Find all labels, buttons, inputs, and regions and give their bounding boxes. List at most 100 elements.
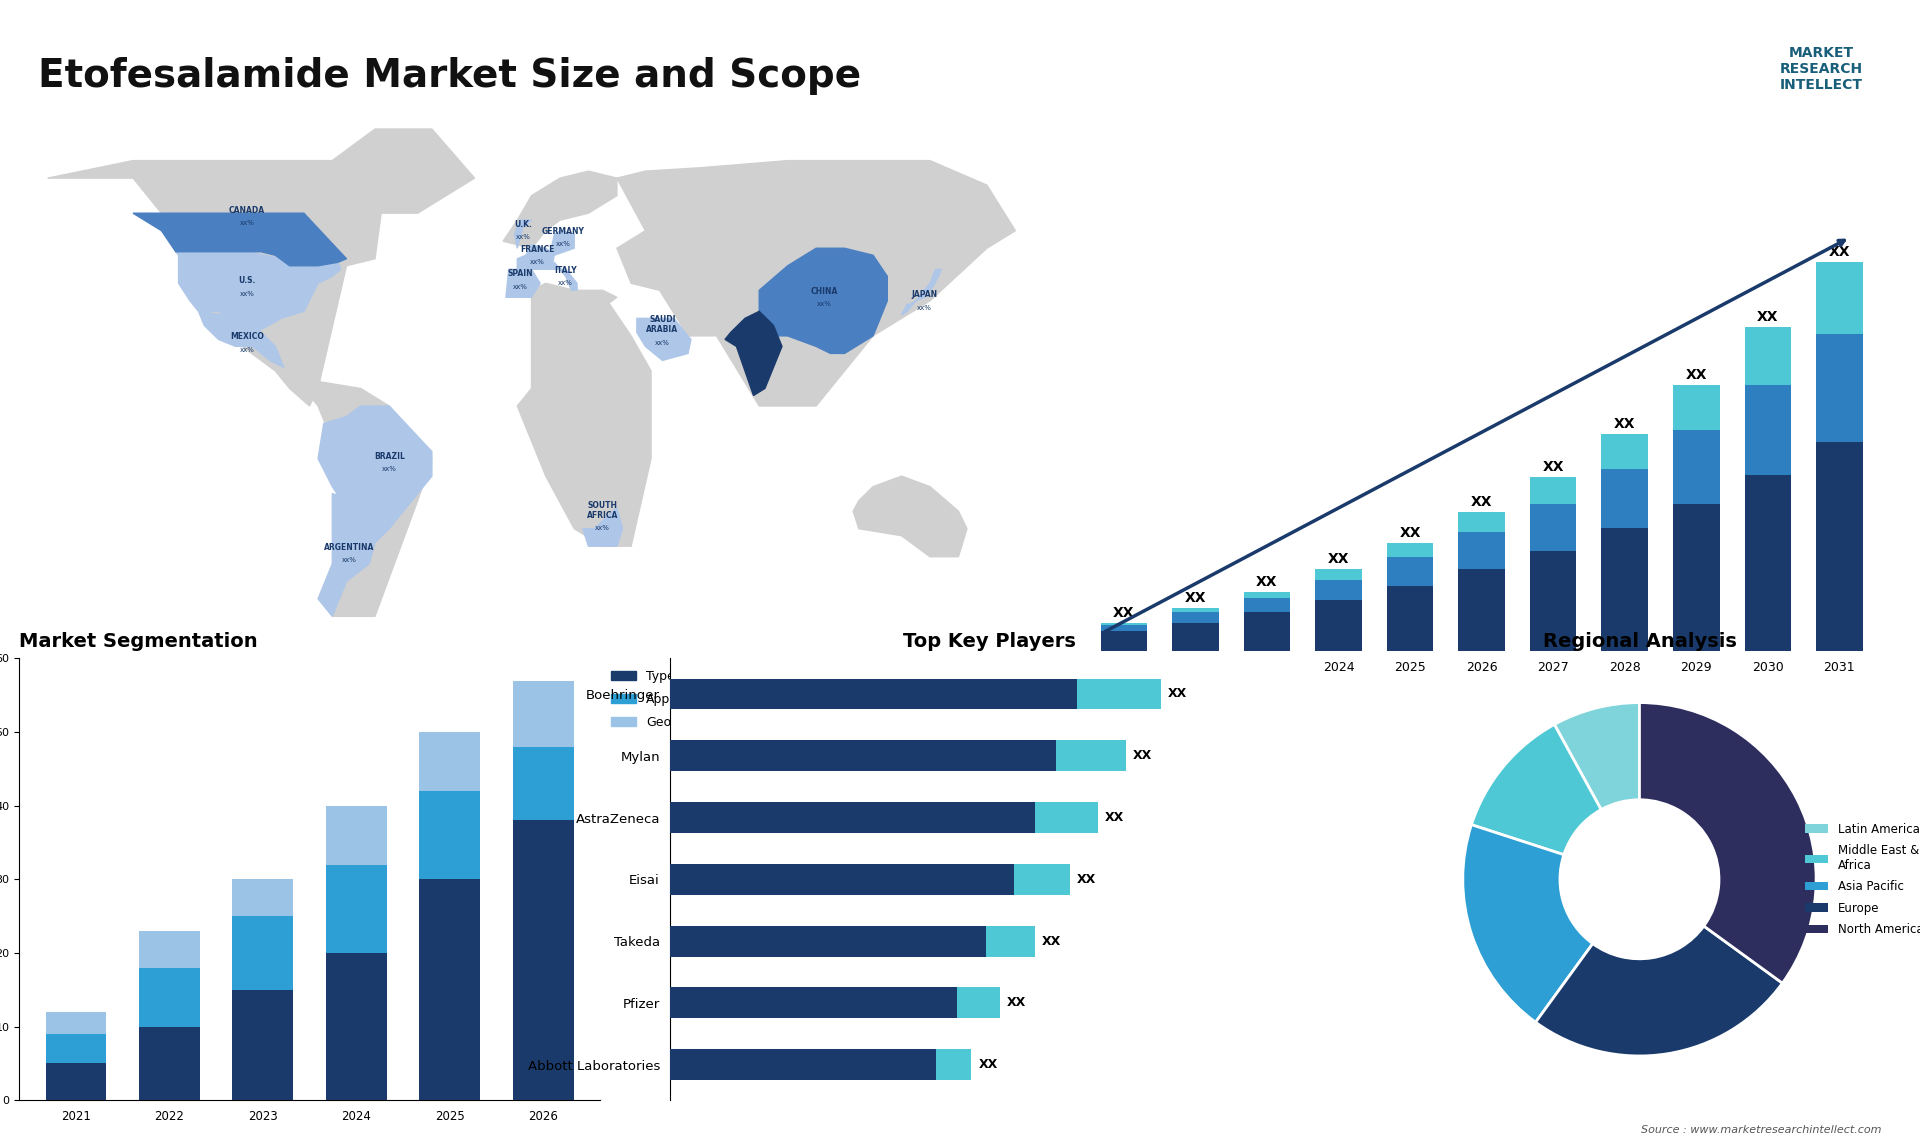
Text: xx%: xx%	[240, 291, 253, 297]
Text: XX: XX	[1006, 996, 1025, 1010]
Text: SPAIN: SPAIN	[507, 269, 534, 278]
Text: XX: XX	[1471, 495, 1492, 509]
Bar	[1745, 328, 1791, 385]
Text: U.S.: U.S.	[238, 276, 255, 285]
Text: XX: XX	[1329, 552, 1350, 566]
Bar	[513, 821, 574, 1100]
Text: XX: XX	[1185, 591, 1206, 605]
Bar	[1386, 543, 1434, 557]
Bar	[1315, 580, 1361, 601]
Text: FRANCE: FRANCE	[520, 245, 555, 253]
Bar	[1672, 385, 1720, 430]
Bar	[232, 879, 294, 916]
Text: Source : www.marketresearchintellect.com: Source : www.marketresearchintellect.com	[1642, 1124, 1882, 1135]
Text: xx%: xx%	[655, 339, 670, 346]
Bar	[326, 806, 386, 864]
Text: SAUDI
ARABIA: SAUDI ARABIA	[647, 315, 678, 335]
Text: XX: XX	[1256, 575, 1277, 589]
Text: XX: XX	[1133, 749, 1152, 762]
Polygon shape	[616, 160, 1016, 406]
Text: CHINA: CHINA	[810, 286, 839, 296]
Text: XX: XX	[1828, 245, 1851, 259]
Text: XX: XX	[1542, 460, 1565, 474]
Bar	[1244, 592, 1290, 598]
Text: XX: XX	[1686, 368, 1707, 382]
Polygon shape	[758, 249, 887, 353]
Title: Top Key Players: Top Key Players	[902, 633, 1075, 651]
Bar	[232, 916, 294, 990]
Bar	[937, 1050, 972, 1080]
Bar	[419, 732, 480, 791]
Bar	[1100, 625, 1146, 631]
Text: CANADA: CANADA	[228, 206, 265, 215]
Text: xx%: xx%	[918, 305, 931, 311]
Text: BRAZIL: BRAZIL	[374, 452, 405, 461]
Bar	[1100, 631, 1146, 651]
Text: MARKET
RESEARCH
INTELLECT: MARKET RESEARCH INTELLECT	[1780, 46, 1862, 92]
Bar	[1171, 622, 1219, 651]
Bar	[1077, 678, 1162, 709]
Polygon shape	[902, 269, 941, 315]
Wedge shape	[1463, 825, 1594, 1022]
Polygon shape	[319, 494, 374, 617]
Polygon shape	[551, 230, 574, 256]
Polygon shape	[516, 283, 616, 312]
Polygon shape	[132, 213, 346, 266]
Bar	[1100, 622, 1146, 625]
Bar	[232, 990, 294, 1100]
Bar	[670, 802, 1035, 833]
Text: xx%: xx%	[555, 242, 570, 248]
Bar	[670, 678, 1077, 709]
Bar	[326, 864, 386, 953]
Text: xx%: xx%	[240, 346, 253, 353]
Bar	[1459, 570, 1505, 651]
Text: XX: XX	[1104, 811, 1123, 824]
Bar	[985, 926, 1035, 957]
Bar	[670, 864, 1014, 895]
Polygon shape	[503, 171, 616, 249]
Bar	[138, 931, 200, 967]
Text: JAPAN: JAPAN	[912, 290, 937, 299]
Text: xx%: xx%	[382, 466, 397, 472]
Bar	[1244, 612, 1290, 651]
Legend: Type, Application, Geography: Type, Application, Geography	[607, 665, 722, 733]
Polygon shape	[726, 312, 781, 395]
Wedge shape	[1471, 724, 1601, 855]
Bar	[1530, 504, 1576, 551]
Polygon shape	[303, 382, 432, 617]
Bar	[1315, 601, 1361, 651]
Polygon shape	[332, 129, 474, 213]
Text: xx%: xx%	[595, 526, 611, 532]
Wedge shape	[1640, 702, 1816, 983]
Text: MEXICO: MEXICO	[230, 332, 263, 342]
Bar	[1601, 528, 1647, 651]
Bar	[1386, 586, 1434, 651]
Bar	[1244, 598, 1290, 612]
Polygon shape	[637, 319, 691, 361]
Polygon shape	[551, 262, 578, 290]
Polygon shape	[584, 508, 622, 547]
Bar	[1816, 442, 1862, 651]
Polygon shape	[852, 476, 968, 557]
Text: xx%: xx%	[818, 301, 831, 307]
Bar	[1672, 504, 1720, 651]
Polygon shape	[505, 269, 540, 297]
Bar	[1816, 262, 1862, 333]
Polygon shape	[48, 160, 384, 406]
Text: xx%: xx%	[559, 280, 572, 286]
Text: XX: XX	[1757, 311, 1778, 324]
Bar	[1459, 533, 1505, 570]
Text: GERMANY: GERMANY	[541, 227, 584, 236]
Bar	[1386, 557, 1434, 586]
Wedge shape	[1536, 926, 1782, 1055]
Text: XX: XX	[1043, 935, 1062, 948]
Text: U.K.: U.K.	[515, 220, 532, 229]
Text: XX: XX	[1114, 605, 1135, 620]
Bar	[46, 1034, 106, 1063]
Bar	[670, 740, 1056, 771]
Text: XX: XX	[1077, 873, 1096, 886]
Text: xx%: xx%	[753, 354, 766, 360]
Title: Regional Analysis: Regional Analysis	[1542, 633, 1736, 651]
Text: xx%: xx%	[513, 283, 528, 290]
Wedge shape	[1555, 702, 1640, 809]
